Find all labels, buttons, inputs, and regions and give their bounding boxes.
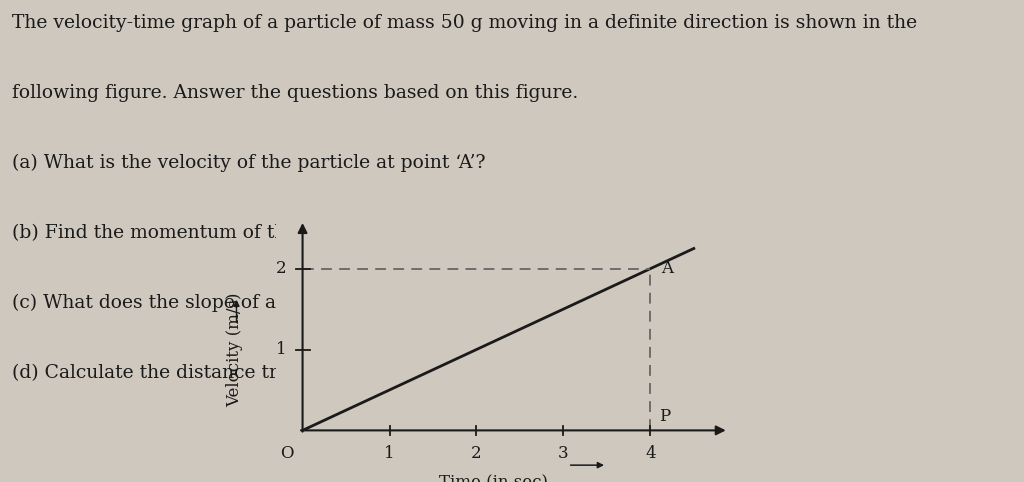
Text: (a) What is the velocity of the particle at point ‘A’?: (a) What is the velocity of the particle… [12,154,485,173]
Text: O: O [281,445,294,462]
Text: (c) What does the slope of a graph represent?: (c) What does the slope of a graph repre… [12,294,445,312]
Text: A: A [660,260,673,277]
Text: 3: 3 [558,445,568,462]
Text: Velocity (m/s): Velocity (m/s) [226,292,244,407]
Text: 4: 4 [645,445,655,462]
Text: 1: 1 [276,341,287,358]
Text: (d) Calculate the distance travelled in 4 seconds.: (d) Calculate the distance travelled in … [12,364,475,382]
Text: 2: 2 [276,260,287,277]
Text: Time (in sec): Time (in sec) [439,475,548,482]
Text: following figure. Answer the questions based on this figure.: following figure. Answer the questions b… [12,84,579,102]
Text: P: P [659,408,671,425]
Text: 2: 2 [471,445,481,462]
Text: 1: 1 [384,445,395,462]
Text: (b) Find the momentum of the particle at time t = 4 s.: (b) Find the momentum of the particle at… [12,224,523,242]
Text: The velocity-time graph of a particle of mass 50 g moving in a definite directio: The velocity-time graph of a particle of… [12,14,918,32]
